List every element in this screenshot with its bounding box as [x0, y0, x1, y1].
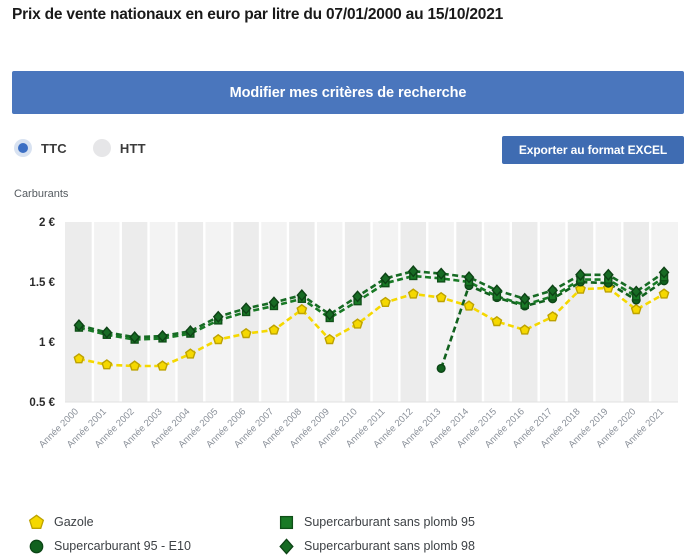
data-point-marker — [435, 291, 447, 303]
data-point-marker — [407, 288, 419, 299]
data-point-marker — [519, 324, 531, 335]
legend-marker-pentagon-icon — [28, 513, 45, 529]
legend-item[interactable]: Supercarburant 95 - E10 — [28, 538, 278, 555]
chart-legend: Gazole Supercarburant sans plomb 95 Superc… — [28, 510, 688, 558]
data-point-marker — [435, 267, 447, 280]
data-point-marker — [212, 310, 224, 323]
data-point-marker — [519, 292, 531, 305]
data-point-marker — [324, 308, 336, 321]
data-point-marker — [380, 272, 391, 285]
data-point-marker — [658, 266, 670, 279]
data-point-marker — [491, 284, 503, 297]
data-point-marker — [268, 296, 280, 309]
legend-marker-square-icon — [279, 515, 294, 529]
y-tick-label: 1.5 € — [29, 277, 55, 289]
data-point-marker — [296, 289, 308, 302]
data-point-marker — [268, 324, 280, 335]
data-point-marker — [73, 353, 85, 364]
legend-item[interactable]: Gazole — [28, 513, 278, 531]
data-point-marker — [380, 296, 391, 308]
data-point-marker — [630, 285, 642, 298]
chart-y-axis-title: Carburants — [14, 188, 69, 200]
series-supercarburant-sans-plomb-98 — [78, 269, 665, 339]
data-point-marker — [212, 333, 224, 345]
data-point-marker — [101, 326, 113, 339]
tax-mode-radio-group: TTC HTT — [14, 139, 172, 157]
series-supercarburant-sans-plomb-95 — [78, 274, 665, 341]
data-point-marker — [491, 315, 503, 327]
data-point-marker — [436, 363, 446, 373]
data-point-marker — [463, 271, 475, 284]
radio-indicator-ttc[interactable] — [14, 139, 32, 157]
markers-supercarburant-sans-plomb-98 — [73, 265, 670, 344]
legend-marker-diamond-icon — [279, 537, 294, 555]
radio-label-htt: HTT — [119, 140, 146, 156]
series-line — [78, 274, 665, 341]
data-point-marker — [463, 300, 475, 311]
page-title: Prix de vente nationaux en euro par litr… — [12, 6, 504, 23]
data-point-marker — [575, 283, 586, 294]
data-point-marker — [240, 302, 252, 315]
fuel-price-chart: 2 €1.5 €1 €0.5 € Année 2000 Année 2001 Anné… — [0, 205, 696, 505]
radio-option-htt[interactable]: HTT — [92, 139, 146, 157]
legend-label: Gazole — [54, 515, 94, 529]
series-gazole — [78, 286, 665, 368]
legend-label: Supercarburant sans plomb 95 — [304, 515, 475, 529]
y-tick-label: 1 € — [39, 337, 56, 349]
data-point-marker — [157, 360, 168, 371]
legend-marker-circle-icon — [29, 539, 44, 553]
data-point-marker — [184, 348, 196, 359]
data-point-marker — [240, 327, 252, 339]
data-point-marker — [73, 319, 85, 332]
legend-item[interactable]: Supercarburant sans plomb 98 — [278, 537, 688, 555]
data-point-marker — [407, 265, 419, 278]
data-point-marker — [129, 331, 141, 344]
data-point-marker — [630, 303, 642, 315]
series-line — [78, 286, 665, 368]
export-excel-button[interactable]: Exporter au format EXCEL — [502, 136, 684, 164]
data-point-marker — [547, 311, 559, 322]
legend-label: Supercarburant sans plomb 98 — [304, 539, 475, 553]
legend-label: Supercarburant 95 - E10 — [54, 539, 191, 553]
data-point-marker — [352, 290, 363, 303]
radio-option-ttc[interactable]: TTC — [14, 139, 67, 157]
legend-item[interactable]: Supercarburant sans plomb 95 — [278, 514, 688, 531]
data-point-marker — [602, 268, 614, 281]
radio-label-ttc: TTC — [41, 140, 67, 156]
data-point-marker — [658, 288, 670, 299]
data-point-marker — [352, 318, 363, 329]
data-point-marker — [547, 284, 559, 297]
data-point-marker — [296, 303, 308, 315]
data-point-marker — [157, 329, 168, 343]
data-point-marker — [324, 333, 336, 345]
data-point-marker — [575, 268, 586, 281]
y-tick-label: 0.5 € — [29, 397, 55, 409]
modify-search-criteria-button[interactable]: Modifier mes critères de recherche — [12, 71, 684, 114]
y-tick-label: 2 € — [39, 217, 56, 229]
data-point-marker — [101, 359, 113, 370]
series-line — [78, 269, 665, 339]
data-point-marker — [129, 360, 141, 371]
data-point-marker — [184, 325, 196, 338]
radio-indicator-htt[interactable] — [92, 139, 111, 157]
